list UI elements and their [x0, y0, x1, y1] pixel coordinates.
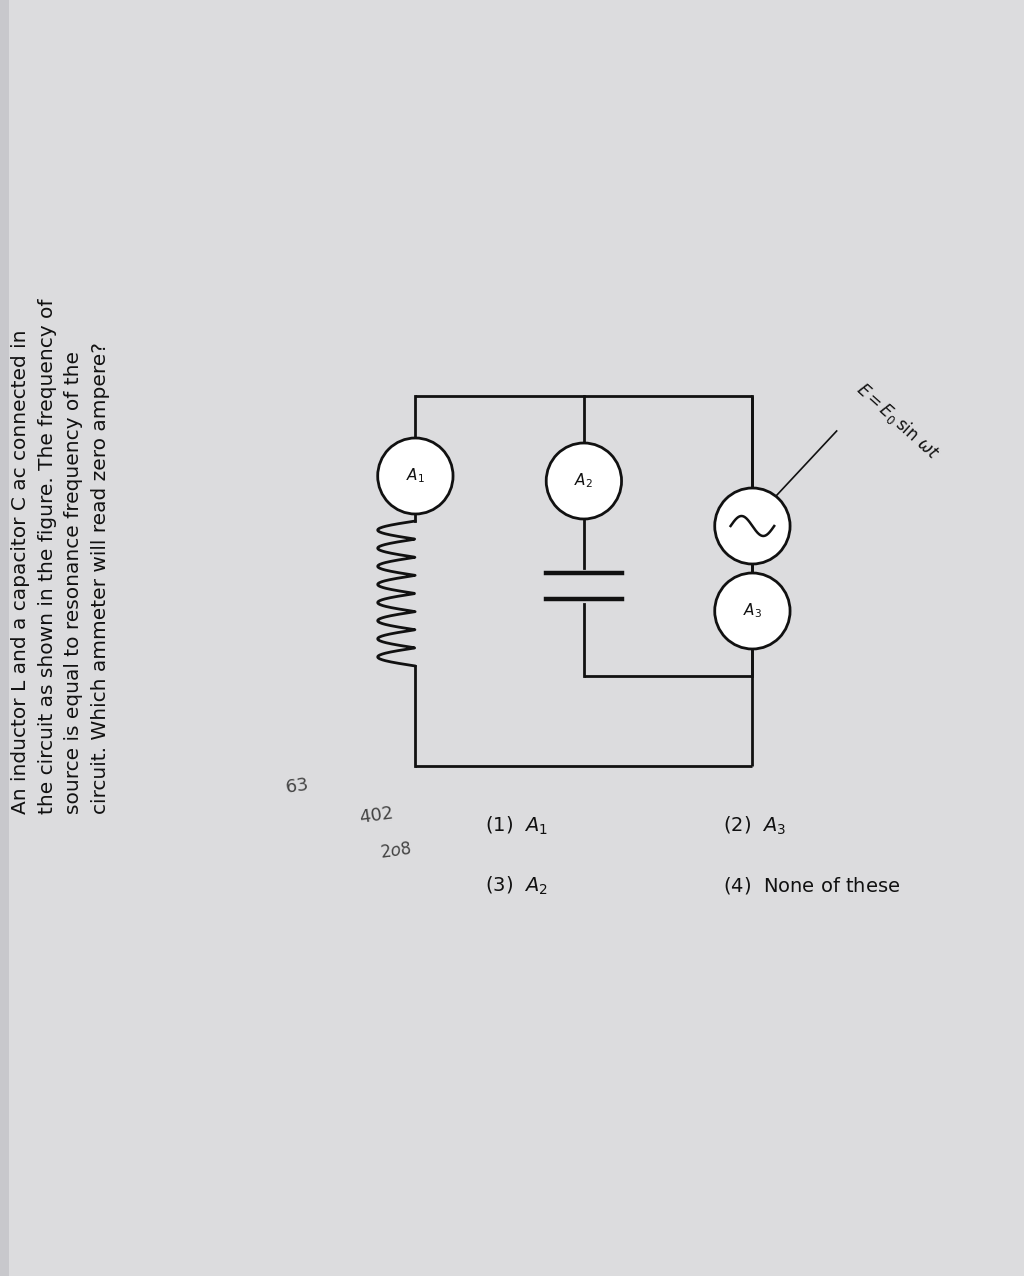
Circle shape: [715, 487, 791, 564]
Text: $\mathit{2o8}$: $\mathit{2o8}$: [379, 840, 413, 863]
Text: $E = E_0\,\sin\,\omega t$: $E = E_0\,\sin\,\omega t$: [852, 379, 943, 463]
Circle shape: [715, 573, 791, 649]
Text: $A_2$: $A_2$: [574, 472, 593, 490]
Text: $(2)$  $A_3$: $(2)$ $A_3$: [723, 815, 785, 837]
Text: $(4)$  None of these: $(4)$ None of these: [723, 875, 900, 897]
Circle shape: [546, 443, 622, 519]
Text: $(1)$  $A_1$: $(1)$ $A_1$: [484, 815, 548, 837]
Text: $A_1$: $A_1$: [406, 467, 425, 485]
Text: $A_3$: $A_3$: [742, 602, 762, 620]
Text: $(3)$  $A_2$: $(3)$ $A_2$: [484, 875, 548, 897]
Circle shape: [378, 438, 453, 514]
Text: $\mathit{63}$: $\mathit{63}$: [284, 776, 309, 796]
Text: $\mathit{402}$: $\mathit{402}$: [357, 805, 394, 827]
Text: An inductor L and a capacitor C ac connected in
the circuit as shown in the figu: An inductor L and a capacitor C ac conne…: [11, 299, 110, 814]
